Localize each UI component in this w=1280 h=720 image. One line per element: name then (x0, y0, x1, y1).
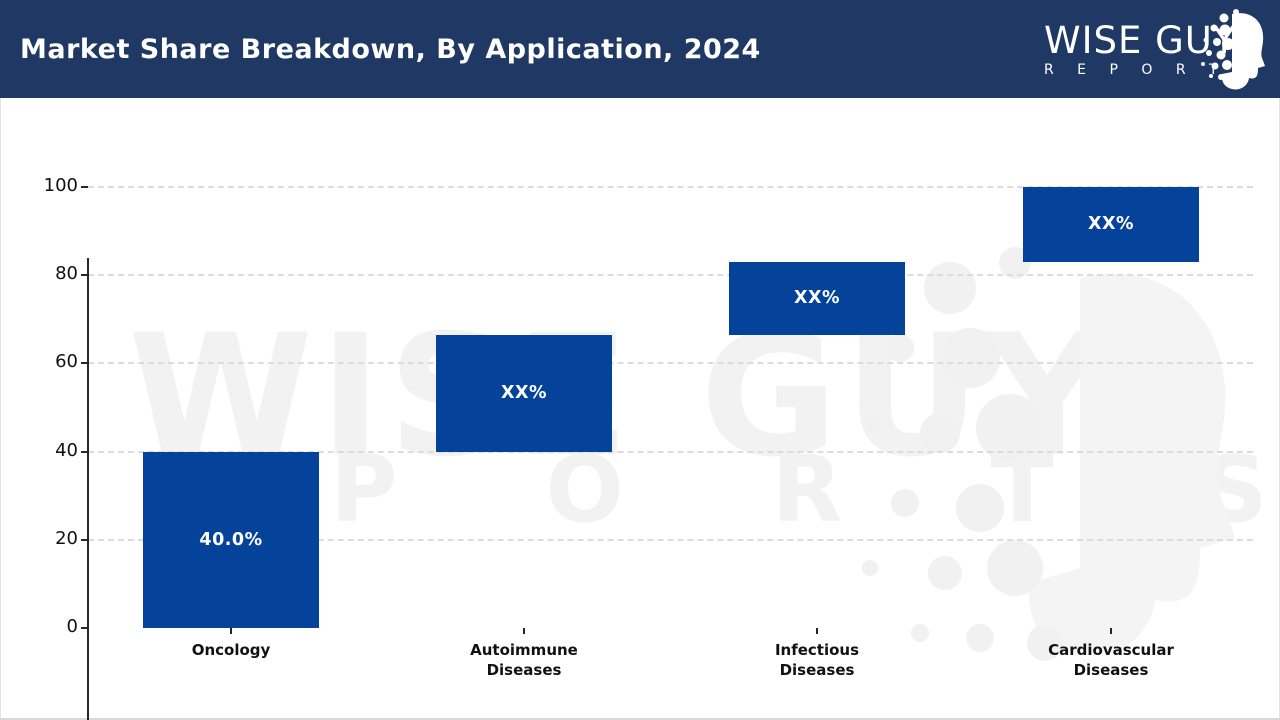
y-axis-tick-label-100: 100 (43, 175, 78, 196)
x-axis-label-oncology: Oncology (192, 640, 271, 660)
bar-value-label-oncology: 40.0% (199, 529, 263, 550)
y-axis-tick-20 (81, 538, 88, 541)
brand-face-icon (1201, 9, 1265, 90)
x-axis-tick-cardiovascular-diseases (1110, 628, 1112, 634)
brand-logo: WISE GUY R E P O R T S (1016, 6, 1266, 92)
brand-subtitle: R E P O R T S (1044, 62, 1260, 78)
gridline-100 (88, 186, 1253, 188)
y-axis-tick-80 (81, 274, 88, 277)
y-axis-tick-100 (81, 186, 88, 188)
bar-oncology: 40.0% (143, 451, 319, 628)
x-axis-tick-infectious-diseases (816, 628, 818, 634)
x-axis-label-autoimmune-diseases: Autoimmune Diseases (470, 640, 578, 680)
gridline-40 (88, 450, 1253, 453)
x-axis-tick-oncology (230, 628, 232, 634)
bar-cardiovascular-diseases: XX% (1023, 187, 1199, 262)
x-axis-label-line: Diseases (1073, 661, 1149, 679)
bar-value-label-cardiovascular-diseases: XX% (1087, 214, 1135, 235)
y-axis-tick-0 (81, 627, 88, 629)
y-axis-tick-label-0: 0 (66, 616, 78, 637)
y-axis-line (87, 258, 89, 720)
bar-autoimmune-diseases: XX% (436, 334, 612, 452)
y-axis-tick-label-80: 80 (55, 263, 78, 285)
gridline-60 (88, 362, 1253, 365)
gridline-80 (88, 274, 1253, 277)
bar-infectious-diseases: XX% (729, 261, 905, 335)
page-title: Market Share Breakdown, By Application, … (20, 33, 761, 65)
bar-value-label-infectious-diseases: XX% (793, 288, 841, 309)
y-axis-tick-60 (81, 362, 88, 365)
x-axis-label-line: Infectious (774, 641, 860, 659)
y-axis-tick-label-60: 60 (55, 351, 78, 373)
y-axis-tick-label-40: 40 (55, 439, 78, 461)
bar-value-label-autoimmune-diseases: XX% (500, 383, 548, 404)
x-axis-label-line: Diseases (779, 661, 855, 679)
x-axis-label-infectious-diseases: Infectious Diseases (775, 640, 859, 680)
x-axis-tick-autoimmune-diseases (523, 628, 525, 634)
x-axis-label-line: Autoimmune (470, 641, 578, 659)
watermark-face-icon (862, 247, 1235, 661)
y-axis-tick-40 (81, 450, 88, 453)
gridline-20 (88, 538, 1253, 541)
y-axis-tick-label-20: 20 (55, 527, 78, 549)
x-axis-label-cardiovascular-diseases: Cardiovascular Diseases (1048, 640, 1174, 680)
header-bar: Market Share Breakdown, By Application, … (0, 0, 1280, 98)
x-axis-label-line: Oncology (191, 641, 271, 659)
x-axis-label-line: Diseases (486, 661, 562, 679)
chart-canvas: WISE GUY P O R T S 0 20 40 60 80 100 40.0% Onco… (0, 98, 1280, 720)
x-axis-label-line: Cardiovascular (1048, 641, 1174, 659)
